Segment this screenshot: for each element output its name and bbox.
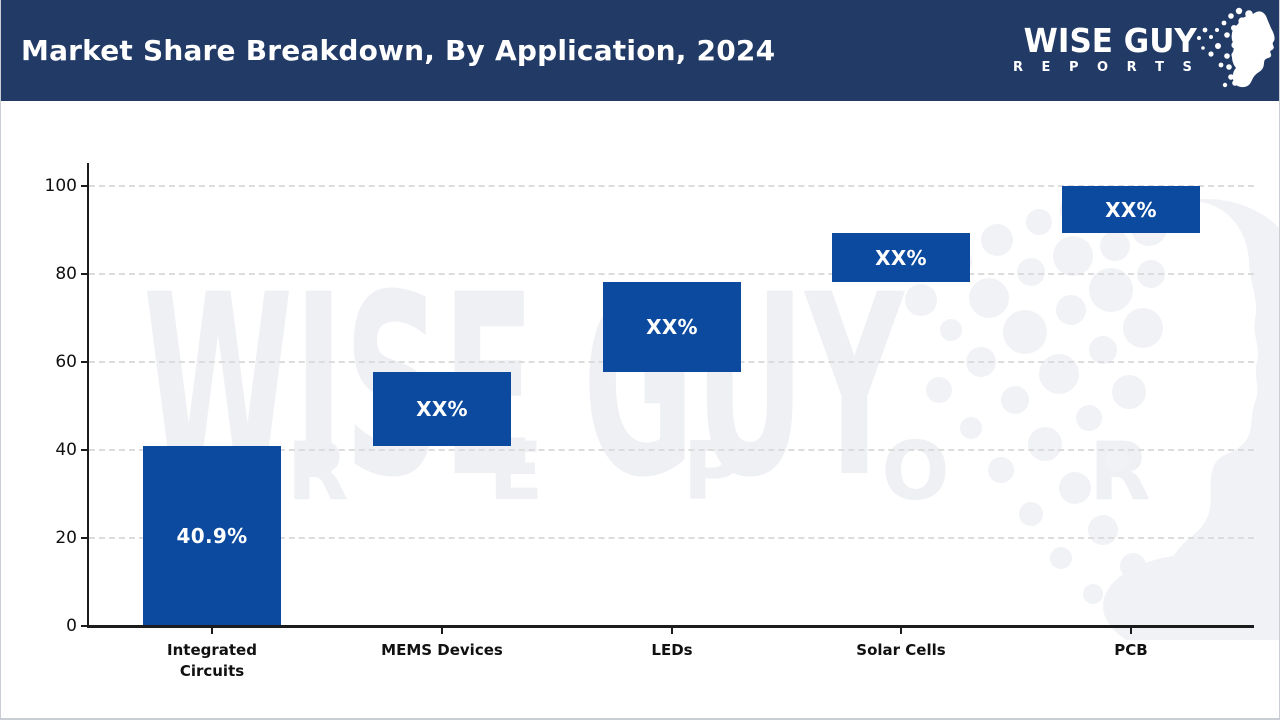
y-tick-label-20: 20 <box>55 528 77 548</box>
x-category-label: Integrated Circuits <box>167 641 257 680</box>
bar-pcb: XX% <box>1062 186 1200 234</box>
brand-logo: WISE GUY R E P O R T S <box>1013 0 1275 101</box>
gridline-100 <box>89 185 1254 187</box>
chart-title: Market Share Breakdown, By Application, … <box>21 34 776 67</box>
bar-value-label: 40.9% <box>176 524 248 548</box>
x-category-label: LEDs <box>651 641 693 659</box>
y-tick-label-60: 60 <box>55 352 77 372</box>
y-tick-label-80: 80 <box>55 264 77 284</box>
bar-leds: XX% <box>603 282 741 372</box>
x-category-label: PCB <box>1114 641 1148 659</box>
brand-logo-subtitle: R E P O R T S <box>1013 60 1199 75</box>
y-tick-60 <box>81 361 88 363</box>
y-tick-0 <box>81 625 88 627</box>
gridline-40 <box>89 449 1254 451</box>
bar-value-label: XX% <box>1105 197 1157 222</box>
y-tick-label-100: 100 <box>44 176 77 196</box>
x-tick-4 <box>1130 627 1132 634</box>
gridline-20 <box>89 537 1254 539</box>
brand-logo-face-icon <box>1197 7 1275 88</box>
bar-value-label: XX% <box>875 245 927 270</box>
y-tick-label-40: 40 <box>55 440 77 460</box>
y-tick-100 <box>81 185 88 187</box>
y-axis-spine <box>87 163 89 627</box>
bar-value-label: XX% <box>646 315 698 340</box>
gridline-80 <box>89 273 1254 275</box>
y-tick-40 <box>81 449 88 451</box>
bar-mems-devices: XX% <box>373 371 511 447</box>
x-category-label: Solar Cells <box>856 641 946 659</box>
x-tick-3 <box>900 627 902 634</box>
y-tick-20 <box>81 537 88 539</box>
bar-solar-cells: XX% <box>832 233 970 283</box>
bar-value-label: XX% <box>416 396 468 421</box>
x-category-label: MEMS Devices <box>381 641 503 659</box>
brand-logo-wordmark: WISE GUY <box>1023 21 1197 60</box>
x-tick-0 <box>211 627 213 634</box>
y-tick-80 <box>81 273 88 275</box>
y-tick-label-0: 0 <box>66 616 77 636</box>
x-tick-1 <box>441 627 443 634</box>
x-tick-2 <box>671 627 673 634</box>
header-bar: Market Share Breakdown, By Application, … <box>1 0 1279 101</box>
x-axis-spine <box>87 625 1254 628</box>
bar-integrated-circuits: 40.9% <box>143 446 281 626</box>
